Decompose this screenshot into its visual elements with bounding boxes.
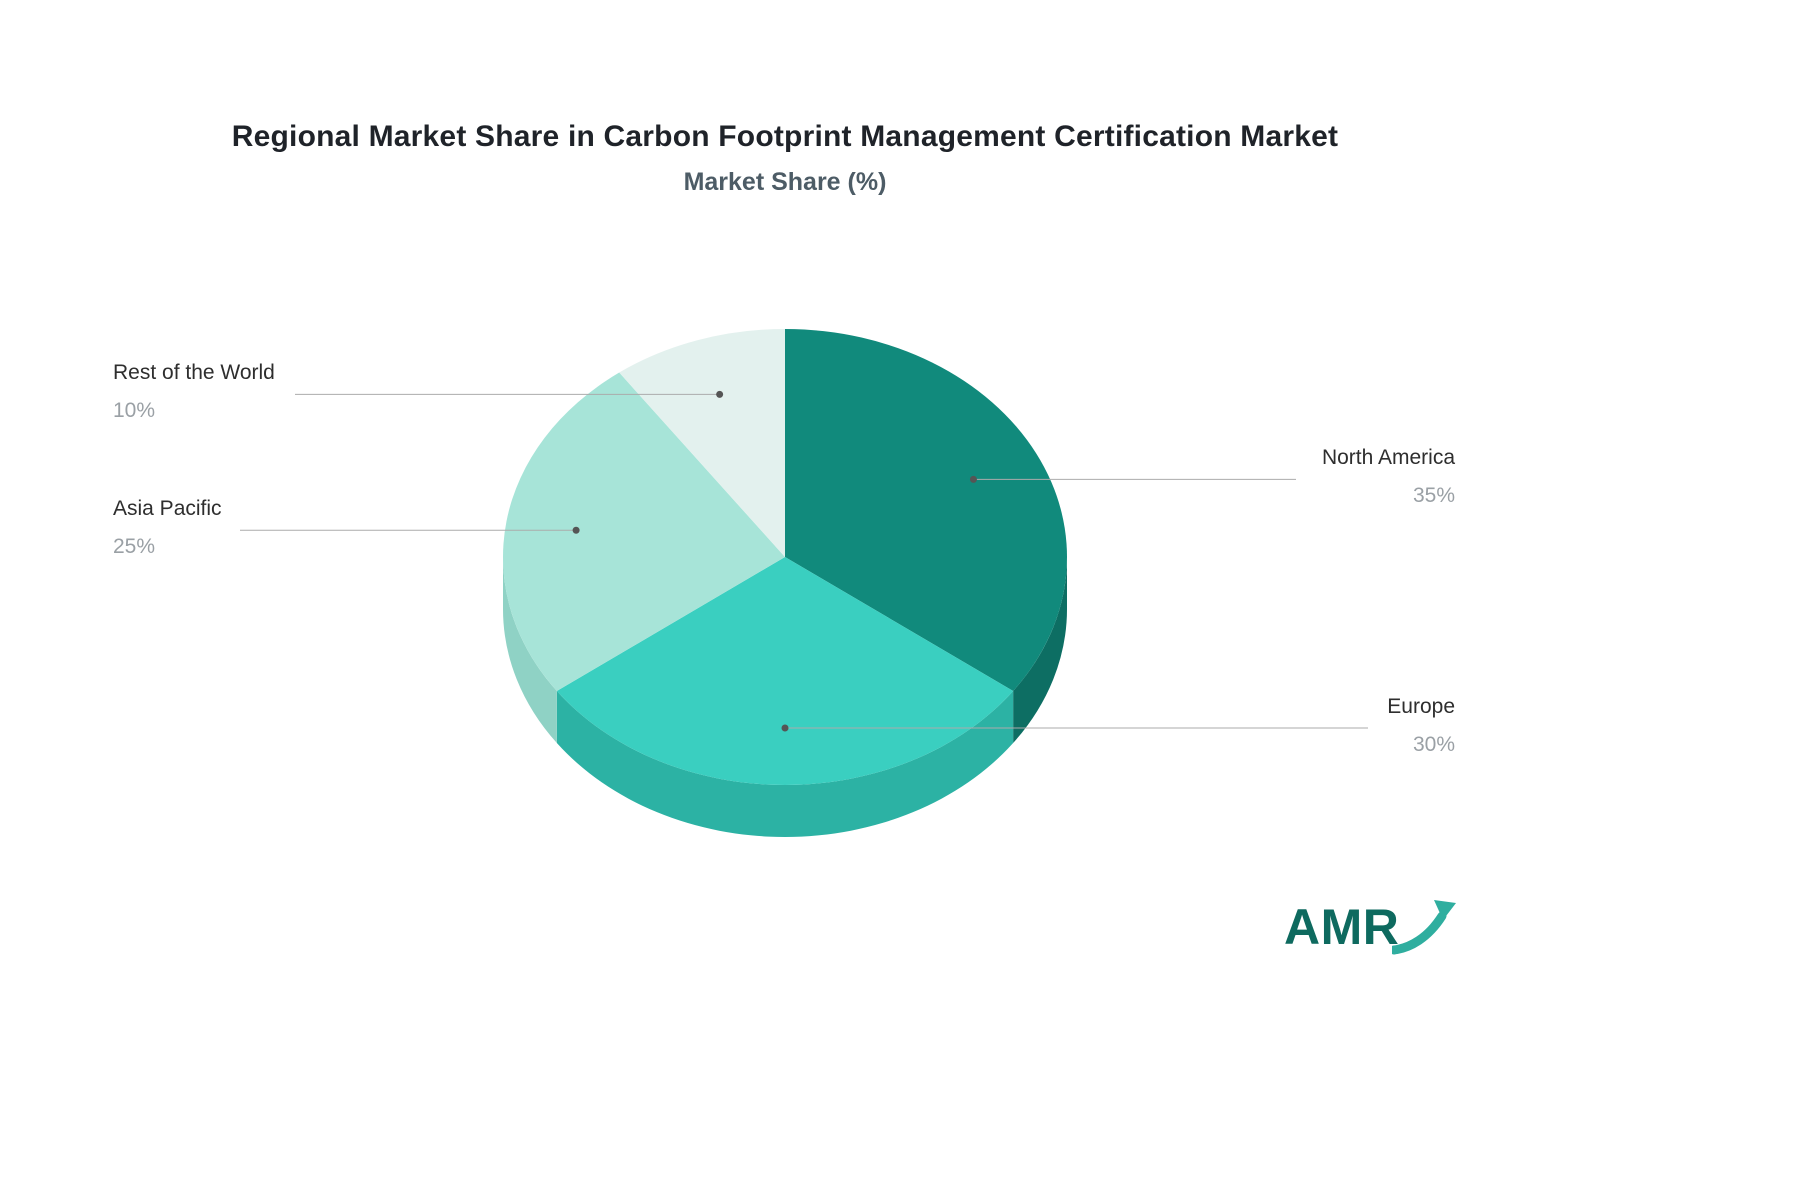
amr-logo-text: AMR — [1284, 899, 1400, 955]
pie-slice-side-europe — [556, 691, 1014, 837]
slice-label-asia-pacific: Asia Pacific 25% — [113, 496, 473, 560]
leader-dot — [781, 724, 789, 732]
leader-dot — [969, 475, 977, 483]
pie-slice-north-america[interactable] — [785, 329, 1068, 692]
pie-slice-side-asia-pacific — [503, 557, 557, 744]
slice-value: 30% — [1412, 733, 1455, 756]
amr-logo: AMR — [1284, 898, 1456, 968]
slice-name: Rest of the World — [113, 361, 275, 385]
amr-logo-arrow-icon — [1392, 900, 1456, 955]
pie-slice-rest-of-the-world[interactable] — [619, 329, 785, 557]
leader-dot — [572, 526, 580, 534]
chart-subtitle: Market Share (%) — [683, 168, 887, 196]
slice-value: 10% — [113, 399, 156, 423]
pie-slice-side-north-america — [1013, 557, 1067, 744]
leader-dot — [716, 390, 724, 398]
slice-name: Europe — [1387, 695, 1455, 718]
pie-slice-asia-pacific[interactable] — [502, 372, 785, 692]
slice-label-north-america: North America 35% — [1095, 445, 1455, 509]
slice-value: 25% — [113, 535, 156, 559]
slice-name: North America — [1321, 446, 1455, 470]
slice-value: 35% — [1412, 484, 1455, 508]
slice-label-rest-of-the-world: Rest of the World 10% — [113, 360, 473, 424]
slice-label-europe: Europe 30% — [1095, 694, 1455, 758]
slice-name: Asia Pacific — [113, 497, 222, 521]
chart-title: Regional Market Share in Carbon Footprin… — [231, 120, 1339, 153]
